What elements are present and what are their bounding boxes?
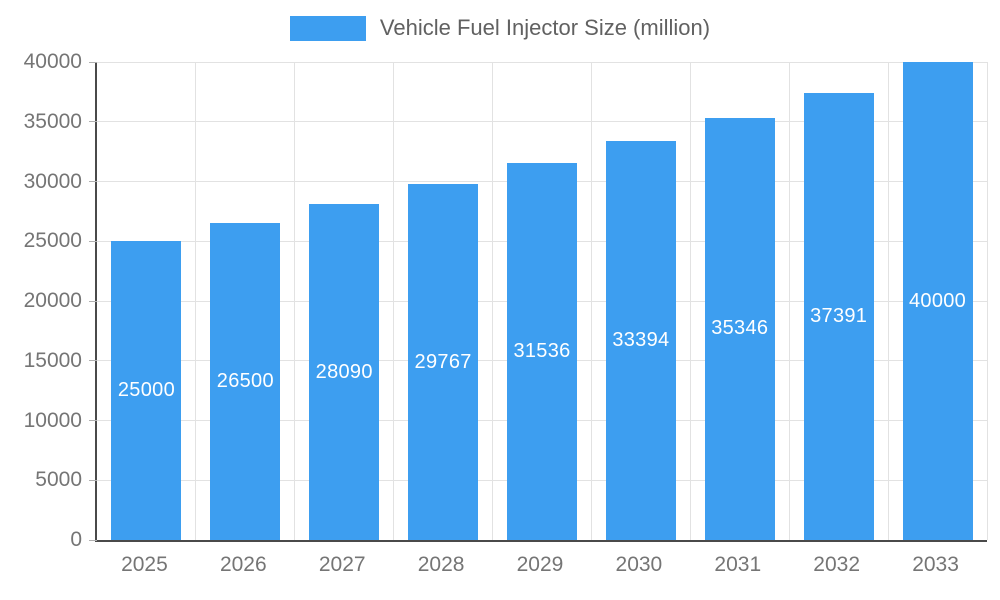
y-tick-10000	[89, 420, 97, 421]
x-axis-label-2025: 2025	[121, 553, 168, 576]
y-tick-15000	[89, 360, 97, 362]
v-gridline-2	[294, 62, 296, 540]
bar-2030: 33394	[605, 140, 676, 540]
v-gridline-6	[689, 62, 691, 540]
y-axis-label-10000: 10000	[23, 408, 82, 432]
legend[interactable]: Vehicle Fuel Injector Size (million)	[0, 15, 1000, 41]
plot-area: 25000 26500 28090 29767 31536 33394 35346 37391…	[89, 61, 988, 542]
y-axis-label-30000: 30000	[23, 169, 82, 193]
bar-value-label-2028: 29767	[414, 350, 472, 373]
y-tick-20000	[89, 300, 97, 302]
v-gridline-9	[986, 62, 988, 540]
y-tick-0	[89, 539, 97, 541]
bar-2032: 37391	[803, 93, 874, 540]
y-tick-25000	[89, 240, 97, 242]
bar-value-label-2033: 40000	[908, 289, 967, 312]
y-axis-label-25000: 25000	[23, 229, 82, 253]
bar-value-label-2031: 35346	[711, 317, 769, 340]
bar-2028: 29767	[408, 184, 479, 540]
v-gridline-8	[887, 62, 889, 540]
v-gridline-1	[195, 62, 197, 540]
y-axis-label-40000: 40000	[23, 50, 82, 73]
y-axis-label-35000: 35000	[23, 109, 82, 133]
bar-2029: 31536	[507, 163, 577, 540]
bar-value-label-2026: 26500	[216, 370, 274, 393]
y-axis-label-15000: 15000	[23, 348, 82, 372]
y-tick-30000	[89, 181, 97, 182]
v-gridline-7	[788, 62, 790, 540]
y-tick-40000	[89, 61, 97, 63]
y-tick-35000	[89, 121, 97, 123]
h-gridline-40000	[97, 61, 987, 63]
y-axis-label-20000: 20000	[23, 289, 82, 312]
x-axis-label-2033: 2033	[912, 553, 959, 576]
v-gridline-4	[492, 62, 494, 540]
x-axis-label-2027: 2027	[318, 553, 366, 576]
x-axis-label-2029: 2029	[516, 553, 564, 576]
h-gridline-35000	[97, 121, 987, 123]
v-gridline-3	[393, 62, 395, 540]
bar-2031: 35346	[704, 117, 775, 540]
bar-value-label-2029: 31536	[513, 340, 571, 363]
bar-2027: 28090	[309, 204, 380, 540]
x-axis-label-2028: 2028	[417, 553, 465, 576]
bar-2025: 25000	[111, 241, 182, 540]
y-axis-label-5000: 5000	[35, 468, 82, 492]
bar-value-label-2027: 28090	[315, 360, 373, 383]
bar-value-label-2032: 37391	[810, 305, 868, 328]
v-gridline-5	[590, 62, 592, 540]
bar-2033: 40000	[902, 62, 973, 540]
x-axis-label-2031: 2031	[714, 553, 762, 576]
x-axis-label-2032: 2032	[813, 553, 861, 576]
bar-2026: 26500	[210, 223, 281, 540]
legend-swatch[interactable]	[289, 15, 366, 41]
x-axis-label-2026: 2026	[219, 553, 267, 576]
bar-value-label-2025: 25000	[117, 379, 175, 402]
bar-value-label-2030: 33394	[612, 328, 670, 351]
y-tick-5000	[89, 479, 97, 481]
y-axis-label-0: 0	[70, 528, 82, 551]
x-axis-label-2030: 2030	[615, 553, 663, 576]
chart-title: Vehicle Fuel Injector Size (million)	[379, 15, 711, 40]
